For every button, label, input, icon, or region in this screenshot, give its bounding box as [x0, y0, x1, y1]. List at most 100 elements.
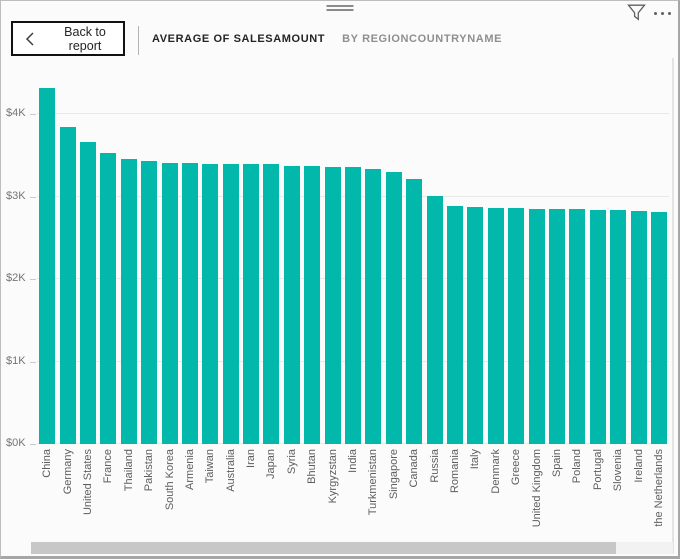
- x-axis-label: the Netherlands: [652, 449, 665, 527]
- bar[interactable]: [548, 208, 565, 444]
- x-axis-label: Singapore: [387, 449, 400, 500]
- x-axis-label: Spain: [550, 449, 563, 478]
- bar-slot: [282, 165, 302, 444]
- x-axis-label: Canada: [408, 449, 421, 488]
- bar[interactable]: [426, 196, 443, 444]
- x-label-slot: Portugal: [588, 448, 608, 542]
- bar-slot: [302, 166, 322, 444]
- bar[interactable]: [345, 167, 362, 444]
- y-axis-tick: [30, 196, 36, 198]
- x-label-slot: India: [343, 448, 363, 542]
- bar-slot: [404, 178, 424, 444]
- x-label-slot: United States: [78, 448, 98, 542]
- x-label-slot: South Korea: [159, 448, 179, 542]
- bar[interactable]: [243, 163, 260, 444]
- x-axis-label: Armenia: [183, 449, 196, 490]
- x-axis-label: Kyrgyzstan: [326, 449, 339, 504]
- bar[interactable]: [528, 208, 545, 444]
- y-axis-tick: [30, 114, 36, 115]
- filter-icon[interactable]: [627, 4, 646, 21]
- x-axis-label: Poland: [571, 449, 584, 484]
- bar[interactable]: [79, 141, 96, 444]
- bar-slot: [119, 159, 139, 444]
- bar[interactable]: [141, 160, 158, 444]
- bar-slot: [547, 208, 567, 444]
- x-axis-label: Ireland: [632, 449, 645, 483]
- bar-slot: [506, 208, 526, 444]
- chevron-left-icon: [24, 31, 37, 47]
- bar-slot: [445, 206, 465, 444]
- y-axis-label: $1K: [6, 354, 26, 367]
- back-to-report-button[interactable]: Back to report: [11, 21, 125, 56]
- bar-slot: [465, 206, 485, 444]
- bar[interactable]: [263, 164, 280, 444]
- x-label-slot: Turkmenistan: [363, 448, 383, 542]
- x-axis-label: United Kingdom: [530, 449, 543, 528]
- bar-slot: [37, 88, 57, 444]
- bar[interactable]: [59, 127, 76, 444]
- plot-area: [37, 71, 669, 444]
- x-axis-label: Denmark: [489, 449, 502, 494]
- bar[interactable]: [222, 163, 239, 444]
- x-axis-label: Russia: [428, 449, 441, 483]
- bar[interactable]: [120, 159, 137, 444]
- bar[interactable]: [324, 166, 341, 444]
- bar[interactable]: [447, 206, 463, 444]
- bar-slot: [526, 208, 546, 444]
- x-axis-label: China: [41, 449, 54, 478]
- bar[interactable]: [161, 162, 178, 444]
- bar[interactable]: [100, 152, 117, 444]
- bar[interactable]: [181, 163, 198, 444]
- bar[interactable]: [385, 172, 402, 444]
- bar[interactable]: [610, 210, 627, 444]
- bar[interactable]: [508, 208, 525, 444]
- back-button-label: Back to report: [64, 24, 106, 53]
- bar[interactable]: [467, 206, 484, 444]
- more-options-icon[interactable]: [654, 10, 671, 15]
- x-label-slot: the Netherlands: [649, 448, 669, 542]
- bar[interactable]: [650, 211, 667, 444]
- x-label-slot: France: [98, 448, 118, 542]
- x-label-slot: Poland: [567, 448, 587, 542]
- bar[interactable]: [365, 168, 382, 444]
- bar[interactable]: [39, 88, 56, 444]
- bar-slot: [221, 163, 241, 444]
- x-label-slot: Armenia: [180, 448, 200, 542]
- dot: [654, 12, 657, 15]
- x-axis-label: Bhutan: [306, 449, 319, 484]
- x-axis-label: India: [347, 449, 360, 473]
- x-axis-label: Germany: [61, 449, 74, 495]
- bar-slot: [608, 210, 628, 444]
- y-axis-label: $0K: [6, 437, 26, 449]
- bar[interactable]: [202, 163, 219, 444]
- y-axis-tick: [30, 444, 36, 445]
- bar[interactable]: [589, 209, 606, 444]
- bar[interactable]: [304, 166, 321, 444]
- bars: [37, 71, 669, 444]
- x-axis-label: France: [102, 449, 115, 484]
- bar[interactable]: [569, 209, 586, 444]
- horizontal-scrollbar[interactable]: [31, 542, 673, 554]
- bar-slot: [384, 172, 404, 444]
- bar-slot: [180, 163, 200, 444]
- x-axis-label: Australia: [224, 449, 237, 492]
- scrollbar-thumb[interactable]: [31, 542, 616, 554]
- bar-slot: [200, 163, 220, 444]
- x-axis-label: Japan: [265, 449, 278, 479]
- bar-slot: [486, 207, 506, 444]
- x-axis-labels: China Germany United States France Thailand P…: [37, 448, 669, 542]
- bar[interactable]: [487, 207, 504, 444]
- bar[interactable]: [283, 165, 300, 444]
- bar-slot: [261, 164, 281, 444]
- bar[interactable]: [406, 178, 423, 444]
- x-axis-label: Greece: [510, 449, 523, 486]
- header-divider: [138, 26, 139, 55]
- bar[interactable]: [630, 210, 647, 444]
- x-label-slot: United Kingdom: [526, 448, 546, 542]
- x-axis-label: Taiwan: [204, 449, 217, 484]
- chart-title: AVERAGE OF SALESAMOUNT: [152, 33, 326, 45]
- x-label-slot: Ireland: [628, 448, 648, 542]
- drag-handle-icon[interactable]: [326, 5, 353, 13]
- bar-slot: [649, 211, 669, 444]
- x-label-slot: China: [37, 448, 57, 542]
